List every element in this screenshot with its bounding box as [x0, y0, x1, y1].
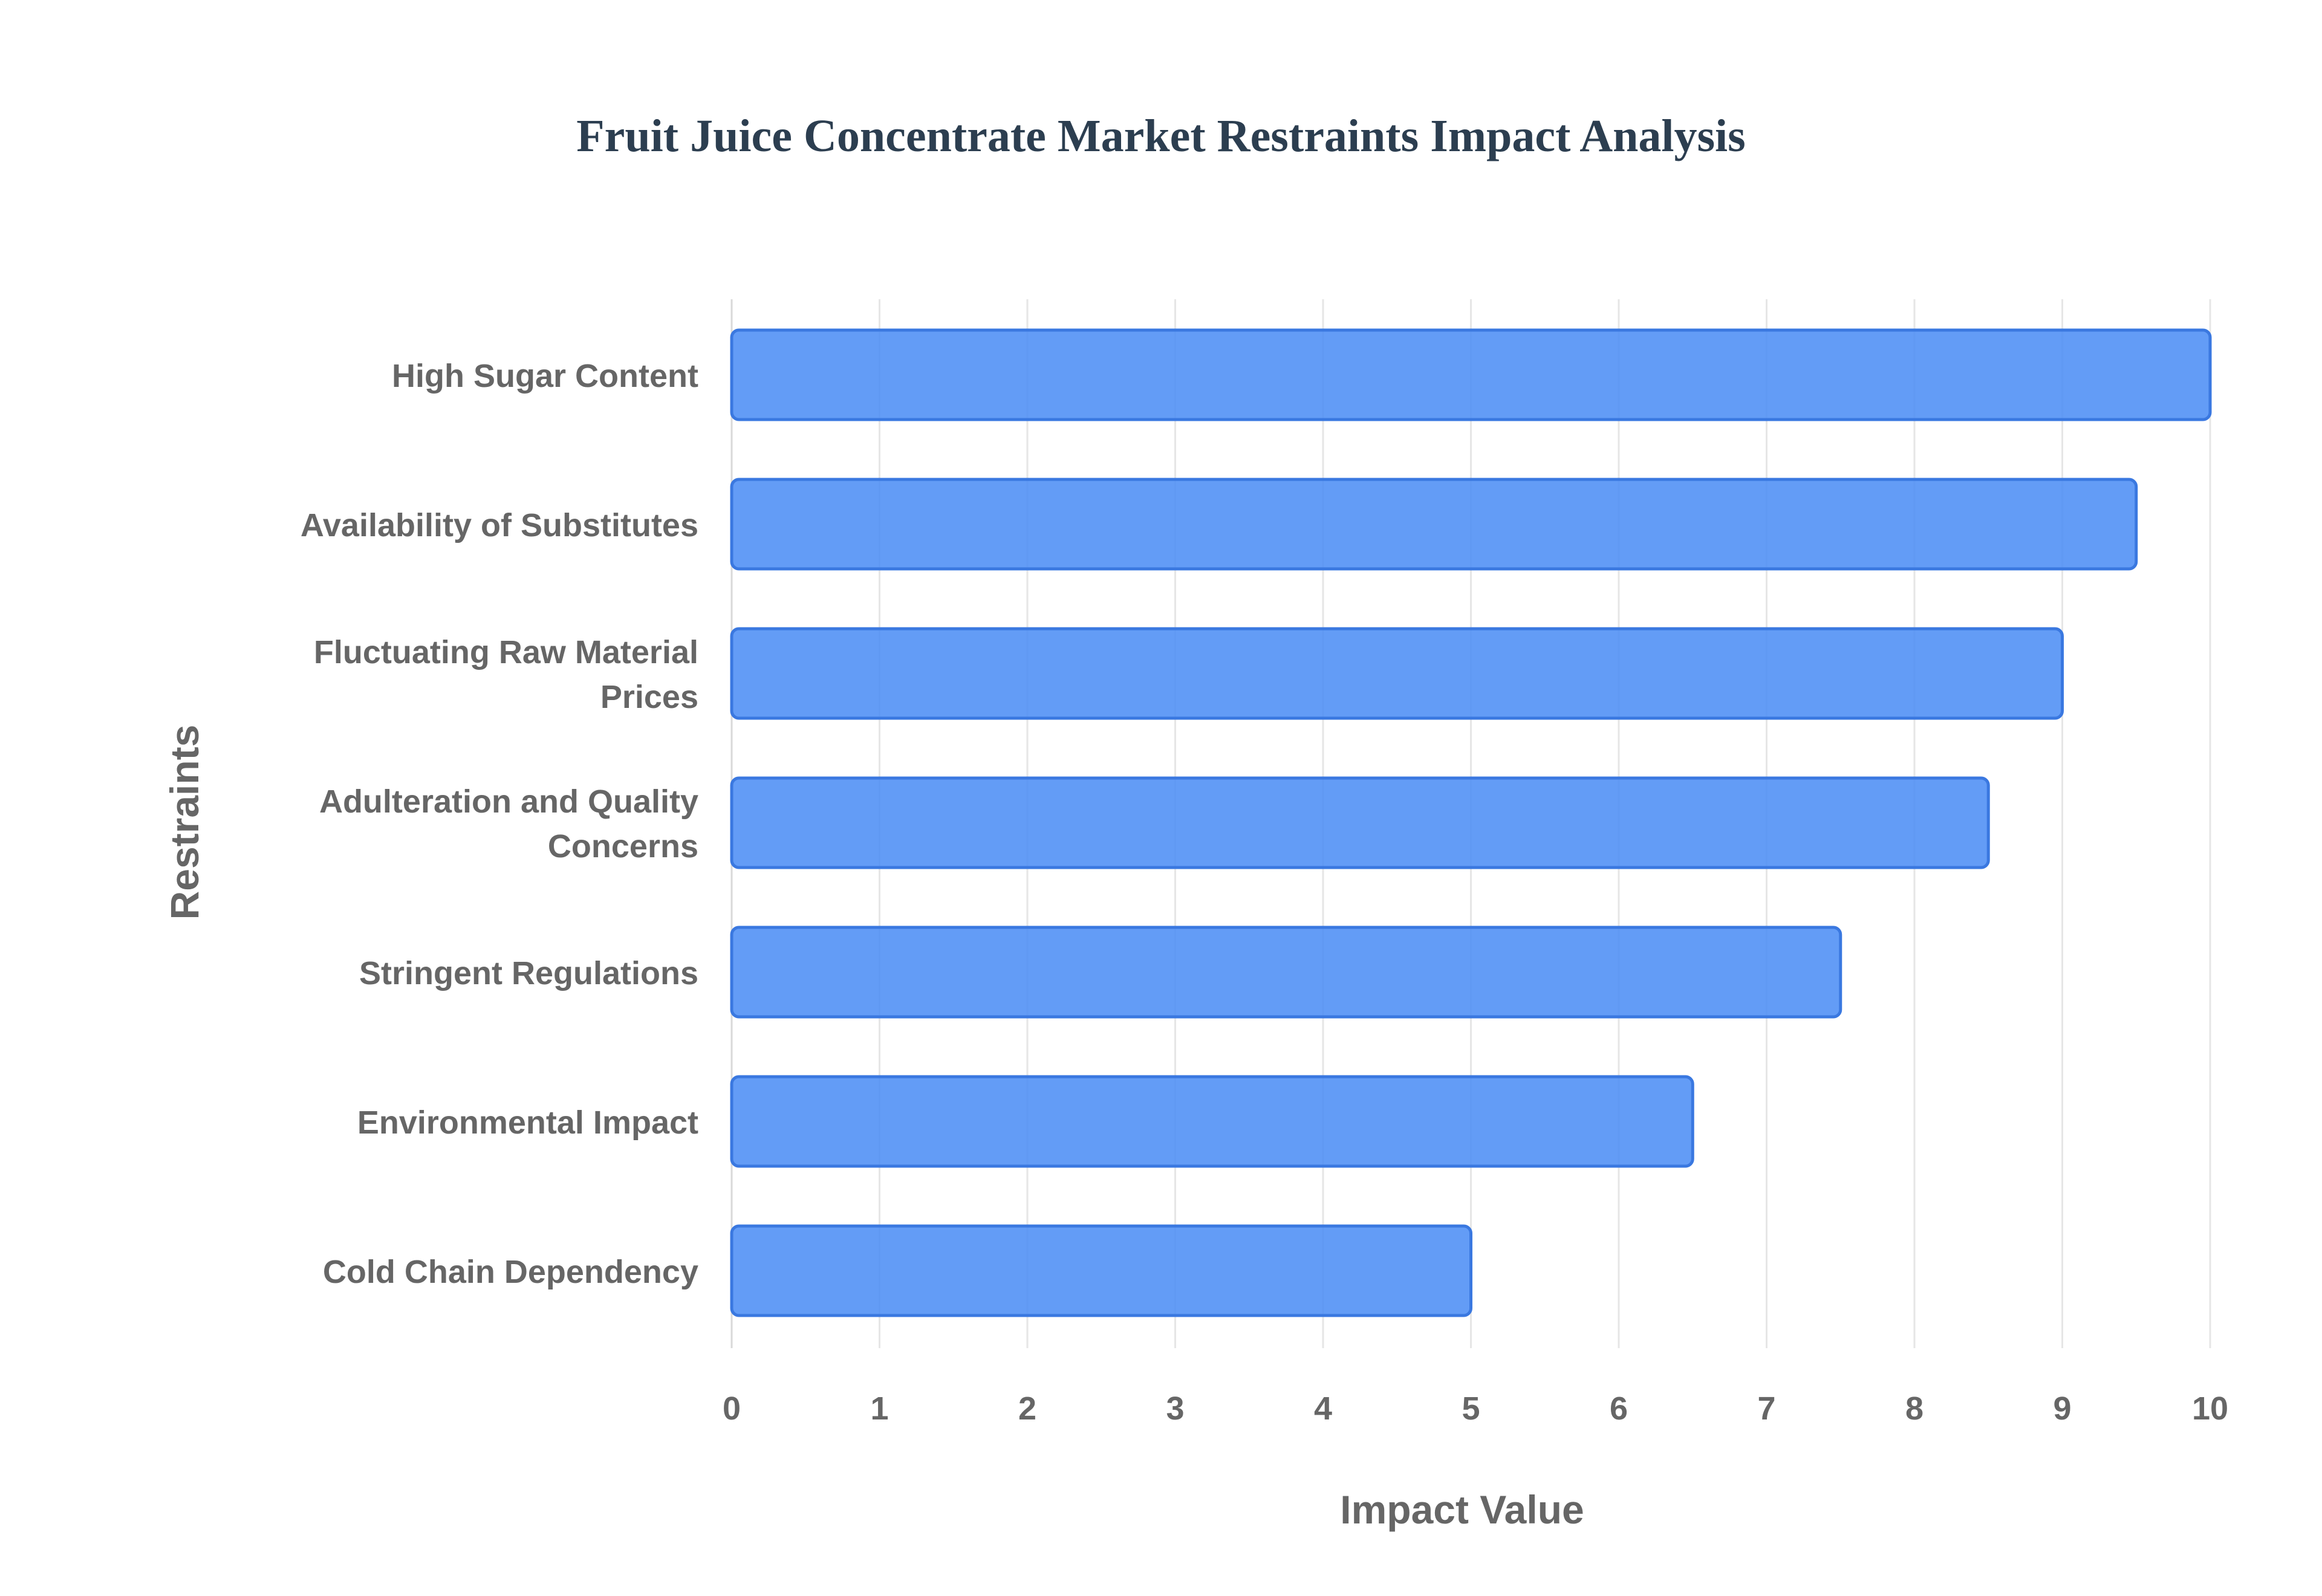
bar-2 [730, 478, 2138, 571]
category-label-3: Fluctuating Raw Material Prices [314, 634, 698, 715]
x-tick-label-10: 10 [2192, 1390, 2228, 1427]
x-tick-label-3: 3 [1166, 1390, 1184, 1427]
x-tick-label-2: 2 [1018, 1390, 1036, 1427]
bar-4 [730, 776, 1990, 869]
y-axis-title: Restraints [162, 725, 207, 920]
x-tick-label-8: 8 [1905, 1390, 1924, 1427]
bar-5 [730, 926, 1842, 1019]
category-labels: High Sugar Content Availability of Substi… [301, 358, 698, 1290]
category-label-5: Stringent Regulations [359, 955, 698, 991]
x-tick-label-5: 5 [1462, 1390, 1480, 1427]
bar-1 [730, 328, 2212, 421]
x-tick-label-0: 0 [723, 1390, 741, 1427]
bars [730, 328, 2212, 1317]
category-label-7: Cold Chain Dependency [323, 1254, 698, 1290]
x-tick-label-6: 6 [1610, 1390, 1628, 1427]
category-label-6: Environmental Impact [357, 1105, 698, 1141]
category-label-1: High Sugar Content [392, 358, 698, 394]
x-tick-label-4: 4 [1314, 1390, 1332, 1427]
bar-7 [730, 1224, 1472, 1317]
x-tick-label-7: 7 [1757, 1390, 1775, 1427]
category-label-2: Availability of Substitutes [301, 507, 698, 543]
category-label-4: Adulteration and Quality Concerns [319, 783, 698, 864]
x-tick-label-9: 9 [2053, 1390, 2071, 1427]
x-tick-labels: 0 1 2 3 4 5 6 7 8 9 10 [723, 1390, 2228, 1427]
bar-6 [730, 1075, 1694, 1168]
chart-title: Fruit Juice Concentrate Market Restraint… [576, 111, 1745, 161]
x-tick-label-1: 1 [870, 1390, 888, 1427]
x-axis-title: Impact Value [1340, 1487, 1584, 1532]
bar-3 [730, 627, 2064, 720]
